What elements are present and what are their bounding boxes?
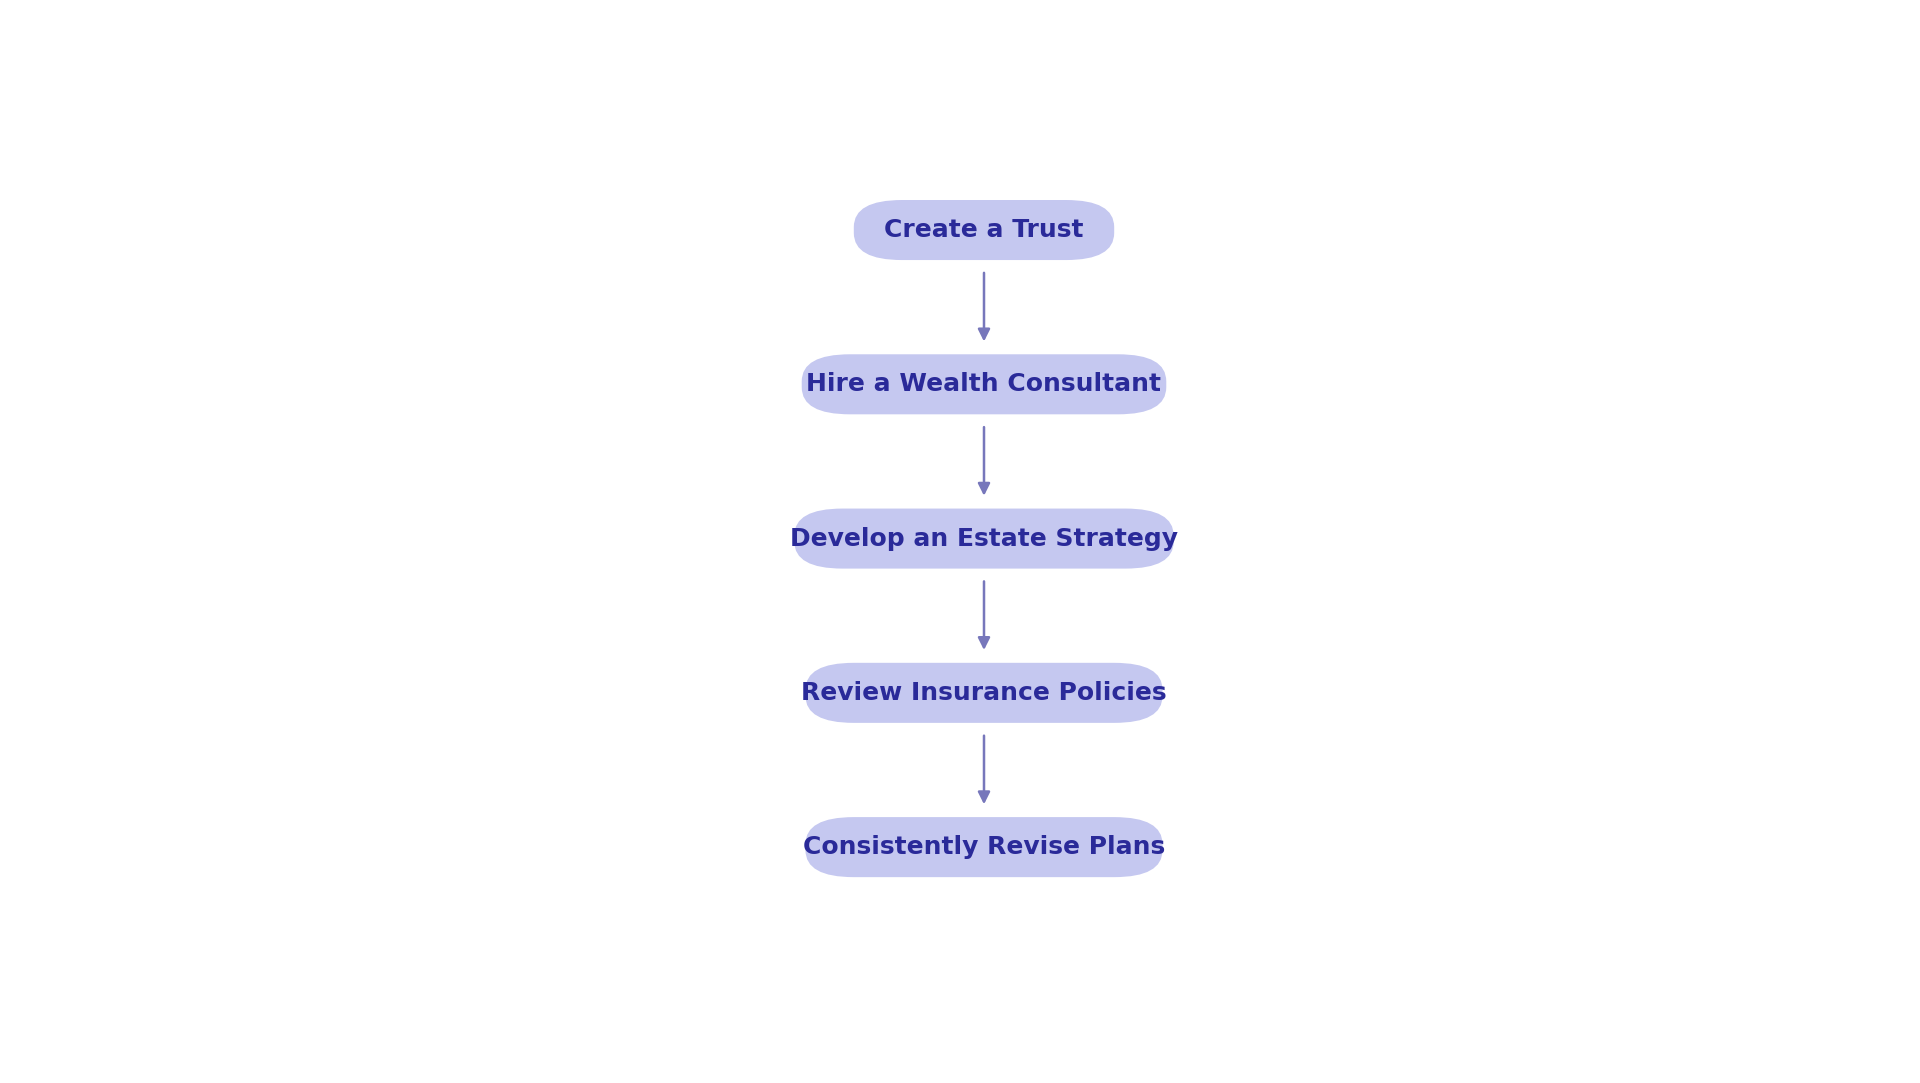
FancyBboxPatch shape bbox=[806, 663, 1162, 722]
FancyBboxPatch shape bbox=[806, 817, 1162, 877]
FancyBboxPatch shape bbox=[795, 509, 1173, 569]
Text: Consistently Revise Plans: Consistently Revise Plans bbox=[803, 835, 1165, 859]
Text: Hire a Wealth Consultant: Hire a Wealth Consultant bbox=[806, 373, 1162, 396]
Text: Develop an Estate Strategy: Develop an Estate Strategy bbox=[789, 526, 1179, 550]
FancyBboxPatch shape bbox=[803, 354, 1165, 415]
FancyBboxPatch shape bbox=[854, 200, 1114, 260]
Text: Review Insurance Policies: Review Insurance Policies bbox=[801, 681, 1167, 705]
Text: Create a Trust: Create a Trust bbox=[885, 218, 1083, 242]
